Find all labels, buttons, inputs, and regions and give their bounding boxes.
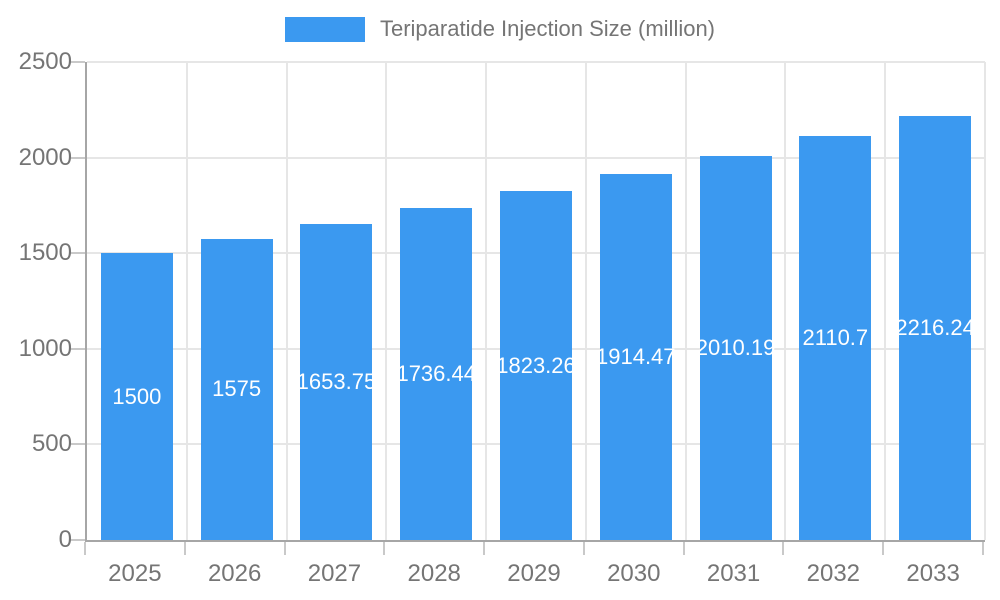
gridline-horizontal — [87, 61, 985, 63]
bar-2028[interactable] — [400, 208, 473, 540]
bar-2030[interactable] — [599, 173, 672, 540]
legend-swatch[interactable] — [284, 16, 365, 42]
y-axis-tick-label: 2000 — [18, 143, 72, 171]
y-axis-tick — [71, 443, 85, 446]
x-axis-tick — [982, 542, 984, 555]
bar-2026[interactable] — [200, 238, 273, 540]
x-axis-category-label: 2033 — [906, 560, 960, 587]
y-axis-tick-label: 1000 — [18, 334, 72, 362]
plot-area: 1500 1575 1653.75 1736.44 1823.26 1914.47 2010… — [85, 61, 986, 542]
gridline-vertical — [984, 62, 986, 540]
y-axis-tick — [71, 156, 85, 159]
chart-legend: Teriparatide Injection Size (million) — [0, 16, 1000, 42]
x-axis-tick — [183, 542, 186, 555]
y-axis-tick — [71, 347, 85, 350]
gridline-vertical — [185, 62, 188, 540]
x-axis-tick — [483, 542, 486, 555]
x-axis-category-label: 2030 — [607, 560, 661, 587]
bar-2029[interactable] — [500, 191, 572, 540]
x-axis-category-label: 2032 — [806, 560, 861, 587]
x-axis-category-label: 2027 — [307, 560, 362, 587]
x-axis-tick — [283, 542, 286, 555]
gridline-vertical — [884, 62, 887, 540]
x-axis-tick — [882, 542, 885, 555]
gridline-vertical — [784, 62, 787, 540]
gridline-vertical — [385, 62, 388, 540]
x-axis-tick — [782, 542, 785, 555]
bar-2033[interactable] — [899, 116, 972, 540]
x-axis-tick — [682, 542, 685, 555]
y-axis-tick-label: 0 — [58, 526, 72, 553]
gridline-vertical — [684, 62, 687, 540]
bar-2025[interactable] — [100, 253, 173, 540]
x-axis-category-label: 2026 — [207, 560, 262, 587]
x-axis-category-label: 2028 — [407, 560, 461, 587]
x-axis-tick — [582, 542, 585, 555]
gridline-horizontal — [87, 156, 985, 159]
bar-2031[interactable] — [699, 155, 772, 540]
x-axis-tick — [383, 542, 386, 555]
y-axis-tick-label: 500 — [31, 430, 72, 458]
x-axis-category-label: 2029 — [507, 560, 561, 587]
x-axis-tick — [84, 542, 86, 555]
y-axis-tick-label: 1500 — [18, 239, 72, 267]
bar-2032[interactable] — [799, 136, 872, 540]
gridline-vertical — [584, 62, 587, 540]
bar-2027[interactable] — [300, 223, 373, 540]
gridline-vertical — [285, 62, 288, 540]
y-axis-tick — [71, 61, 85, 63]
gridline-vertical — [485, 62, 488, 540]
y-axis-tick — [71, 252, 85, 255]
y-axis-tick — [71, 539, 85, 541]
legend-label[interactable]: Teriparatide Injection Size (million) — [379, 16, 716, 41]
x-axis-category-label: 2031 — [706, 560, 761, 587]
y-axis-tick-label: 2500 — [18, 48, 72, 75]
x-axis-category-label: 2025 — [108, 560, 162, 587]
